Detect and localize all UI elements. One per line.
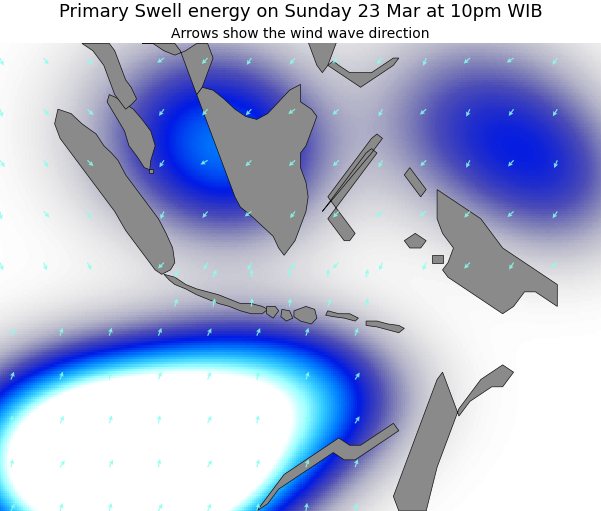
- Polygon shape: [300, 0, 355, 73]
- Text: Primary Swell energy on Sunday 23 Mar at 10pm WIB: Primary Swell energy on Sunday 23 Mar at…: [59, 3, 542, 21]
- Polygon shape: [82, 43, 136, 109]
- Polygon shape: [366, 321, 404, 333]
- Polygon shape: [394, 365, 514, 511]
- Polygon shape: [148, 169, 153, 173]
- Polygon shape: [404, 234, 426, 248]
- Polygon shape: [107, 95, 155, 173]
- Polygon shape: [432, 256, 442, 263]
- Text: Arrows show the wind wave direction: Arrows show the wind wave direction: [171, 27, 430, 41]
- Polygon shape: [267, 307, 279, 318]
- Polygon shape: [294, 307, 317, 324]
- Polygon shape: [437, 190, 557, 314]
- Polygon shape: [281, 309, 293, 321]
- Polygon shape: [257, 423, 399, 511]
- Polygon shape: [197, 84, 317, 255]
- Polygon shape: [326, 311, 358, 321]
- Polygon shape: [322, 134, 382, 241]
- Polygon shape: [164, 274, 267, 314]
- Polygon shape: [55, 109, 175, 274]
- Polygon shape: [328, 58, 399, 87]
- Polygon shape: [142, 43, 213, 95]
- Polygon shape: [404, 168, 426, 197]
